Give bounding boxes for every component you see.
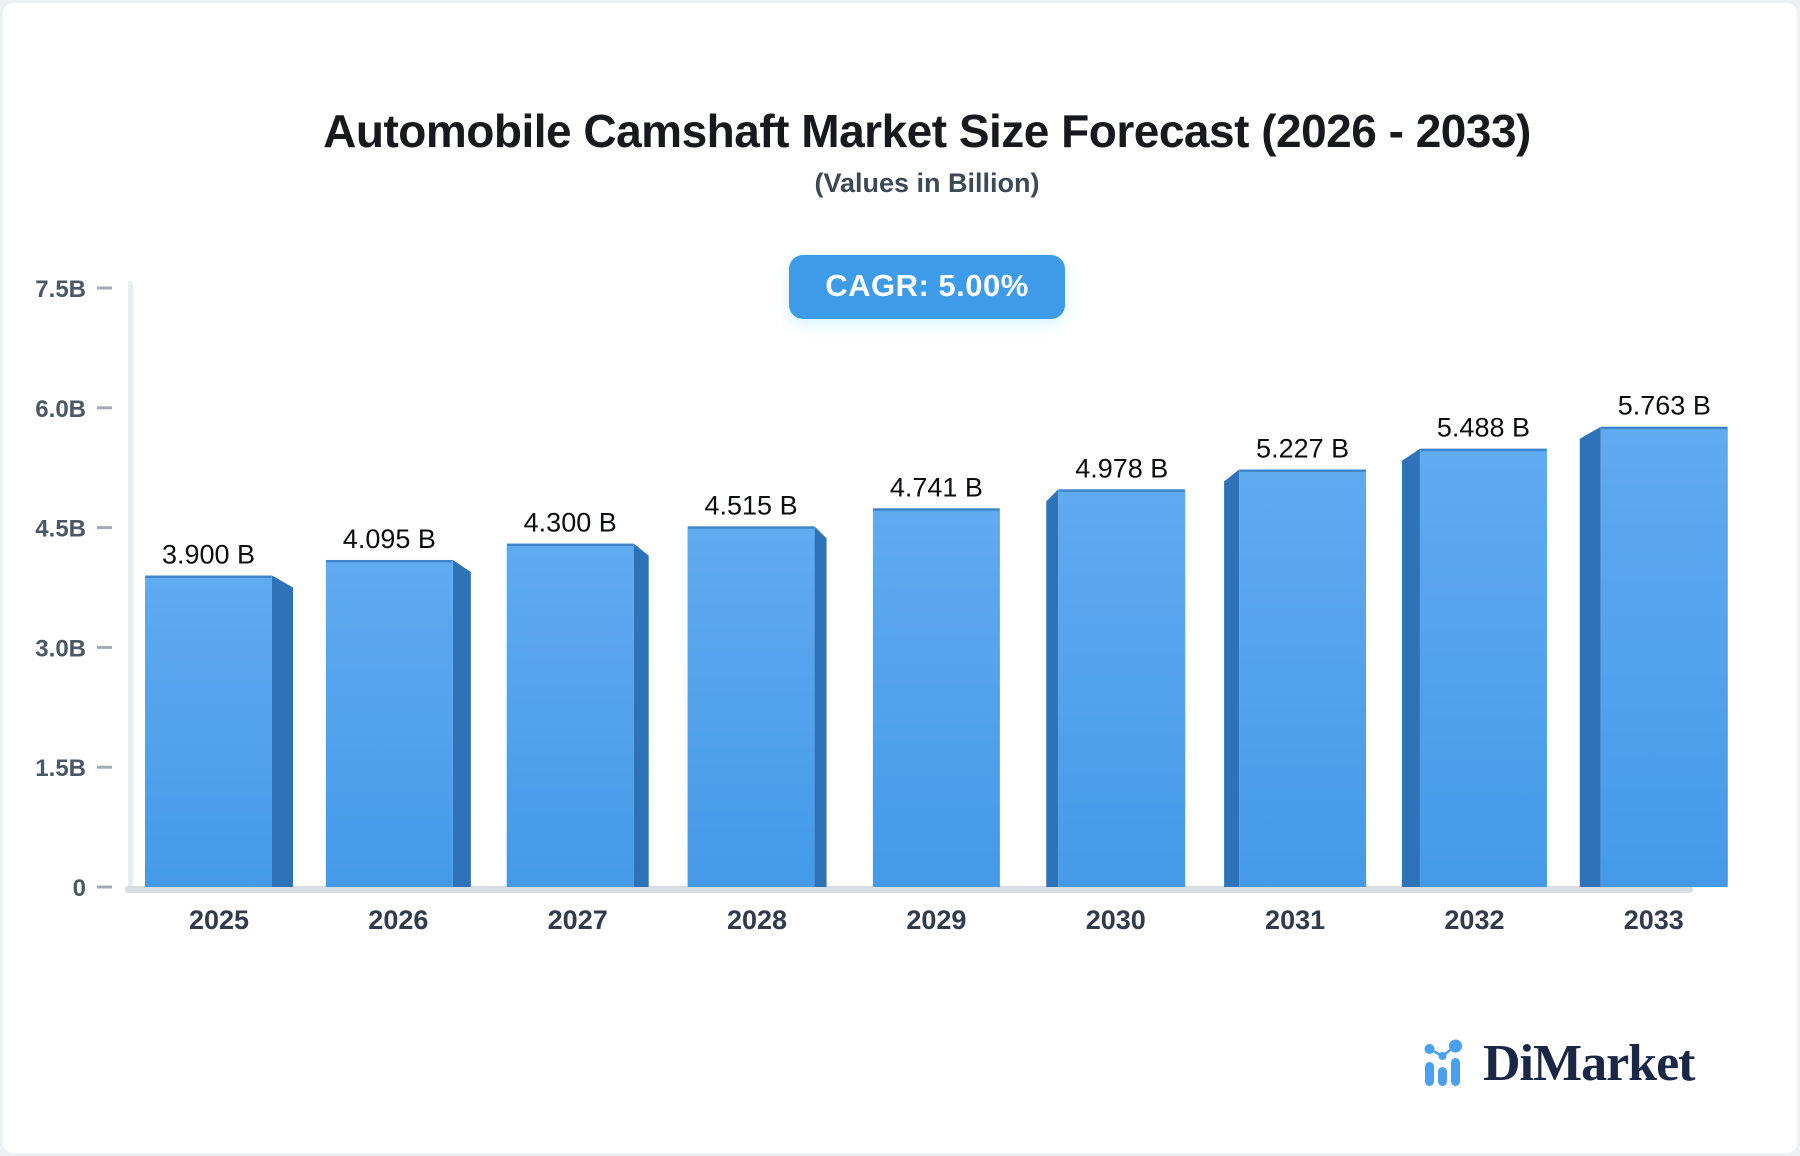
bar-side-panel <box>272 575 293 887</box>
logo-trend-dot <box>1424 1044 1435 1054</box>
logo-bar <box>1451 1058 1460 1086</box>
bar-face <box>1239 469 1367 887</box>
logo-trend-dot <box>1449 1039 1462 1053</box>
bar-value-label: 4.515 B <box>705 490 798 520</box>
x-tick-label: 2026 <box>368 905 428 935</box>
logo-text: DiMarket <box>1483 1035 1695 1092</box>
y-tick-label: 1.5B <box>35 755 86 782</box>
page-title: Automobile Camshaft Market Size Forecast… <box>323 105 1531 157</box>
bar-side-panel <box>633 543 649 887</box>
x-tick-label: 2030 <box>1086 905 1146 935</box>
bar-group-2027: 4.300 B 2027 <box>506 508 649 935</box>
y-tick-label: 7.5B <box>35 276 86 303</box>
bar-group-2033: 5.763 B 2033 <box>1579 391 1728 935</box>
bar-face <box>506 543 634 887</box>
bar-face <box>872 508 1000 887</box>
bar-value-label: 4.741 B <box>890 472 983 502</box>
bar-value-label: 3.900 B <box>162 540 255 570</box>
bar-value-label: 4.978 B <box>1075 453 1168 483</box>
x-tick-label: 2029 <box>906 905 966 935</box>
bar-side-panel <box>1579 426 1601 887</box>
x-axis-baseline <box>125 886 1693 893</box>
bar-group-2026: 4.095 B 2026 <box>325 524 471 935</box>
bar-side-panel <box>814 526 827 887</box>
bar-group-2032: 5.488 B 2032 <box>1401 413 1547 935</box>
bar-value-label: 5.488 B <box>1437 413 1530 443</box>
bar-value-label: 5.227 B <box>1256 434 1349 464</box>
dimarket-logo: DiMarket <box>1421 1035 1695 1092</box>
y-tick-label: 3.0B <box>35 635 86 662</box>
bar-side-panel <box>1224 469 1240 887</box>
page-subtitle: (Values in Billion) <box>814 168 1040 198</box>
bar-face <box>1058 489 1186 887</box>
x-tick-label: 2027 <box>548 905 608 935</box>
x-tick-label: 2033 <box>1624 905 1684 935</box>
bar-face <box>1600 426 1728 887</box>
x-tick-label: 2028 <box>727 905 787 935</box>
logo-trend-dot <box>1438 1052 1447 1060</box>
x-tick-label: 2032 <box>1444 905 1504 935</box>
y-axis-line <box>128 281 133 893</box>
bar-face <box>325 559 453 887</box>
bar-group-2031: 5.227 B 2031 <box>1224 434 1367 935</box>
bar-group-2028: 4.515 B 2028 <box>687 490 827 935</box>
bar-side-panel <box>1401 448 1420 887</box>
bar-value-label: 4.095 B <box>343 524 436 554</box>
y-tick-label: 4.5B <box>35 516 86 543</box>
bar-face <box>687 526 815 887</box>
bar-side-panel <box>1046 489 1059 887</box>
logo-bar <box>1438 1067 1447 1086</box>
bar-group-2029: 4.741 B 2029 <box>872 472 1000 935</box>
bar-face <box>1419 448 1547 887</box>
bar-value-label: 4.300 B <box>524 508 617 538</box>
x-tick-label: 2025 <box>189 905 249 935</box>
cagr-badge-row: CAGR: 5.00% <box>27 255 1800 319</box>
logo-bar-chart-icon <box>1424 1039 1462 1086</box>
y-tick-label: 6.0B <box>35 396 86 423</box>
bar-group-2030: 4.978 B 2030 <box>1046 453 1186 935</box>
logo-bar <box>1425 1062 1434 1086</box>
bar-group-2025: 3.900 B 2025 <box>145 540 293 935</box>
x-tick-label: 2031 <box>1265 905 1325 935</box>
bar-face <box>145 575 272 887</box>
bar-value-label: 5.763 B <box>1618 391 1711 421</box>
cagr-badge: CAGR: 5.00% <box>789 255 1065 319</box>
y-tick-label: 0 <box>73 875 86 902</box>
bar-side-panel <box>452 559 471 887</box>
